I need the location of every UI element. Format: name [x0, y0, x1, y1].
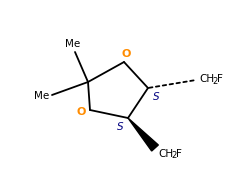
Text: S: S — [117, 122, 124, 132]
Text: Me: Me — [65, 39, 81, 49]
Text: Me: Me — [34, 91, 49, 101]
Polygon shape — [128, 118, 158, 151]
Text: CH: CH — [158, 149, 173, 159]
Text: 2: 2 — [212, 76, 217, 86]
Text: F: F — [176, 149, 182, 159]
Text: O: O — [121, 49, 131, 59]
Text: CH: CH — [199, 74, 214, 84]
Text: S: S — [153, 92, 160, 102]
Text: 2: 2 — [171, 152, 176, 161]
Text: F: F — [217, 74, 223, 84]
Text: O: O — [77, 107, 86, 117]
